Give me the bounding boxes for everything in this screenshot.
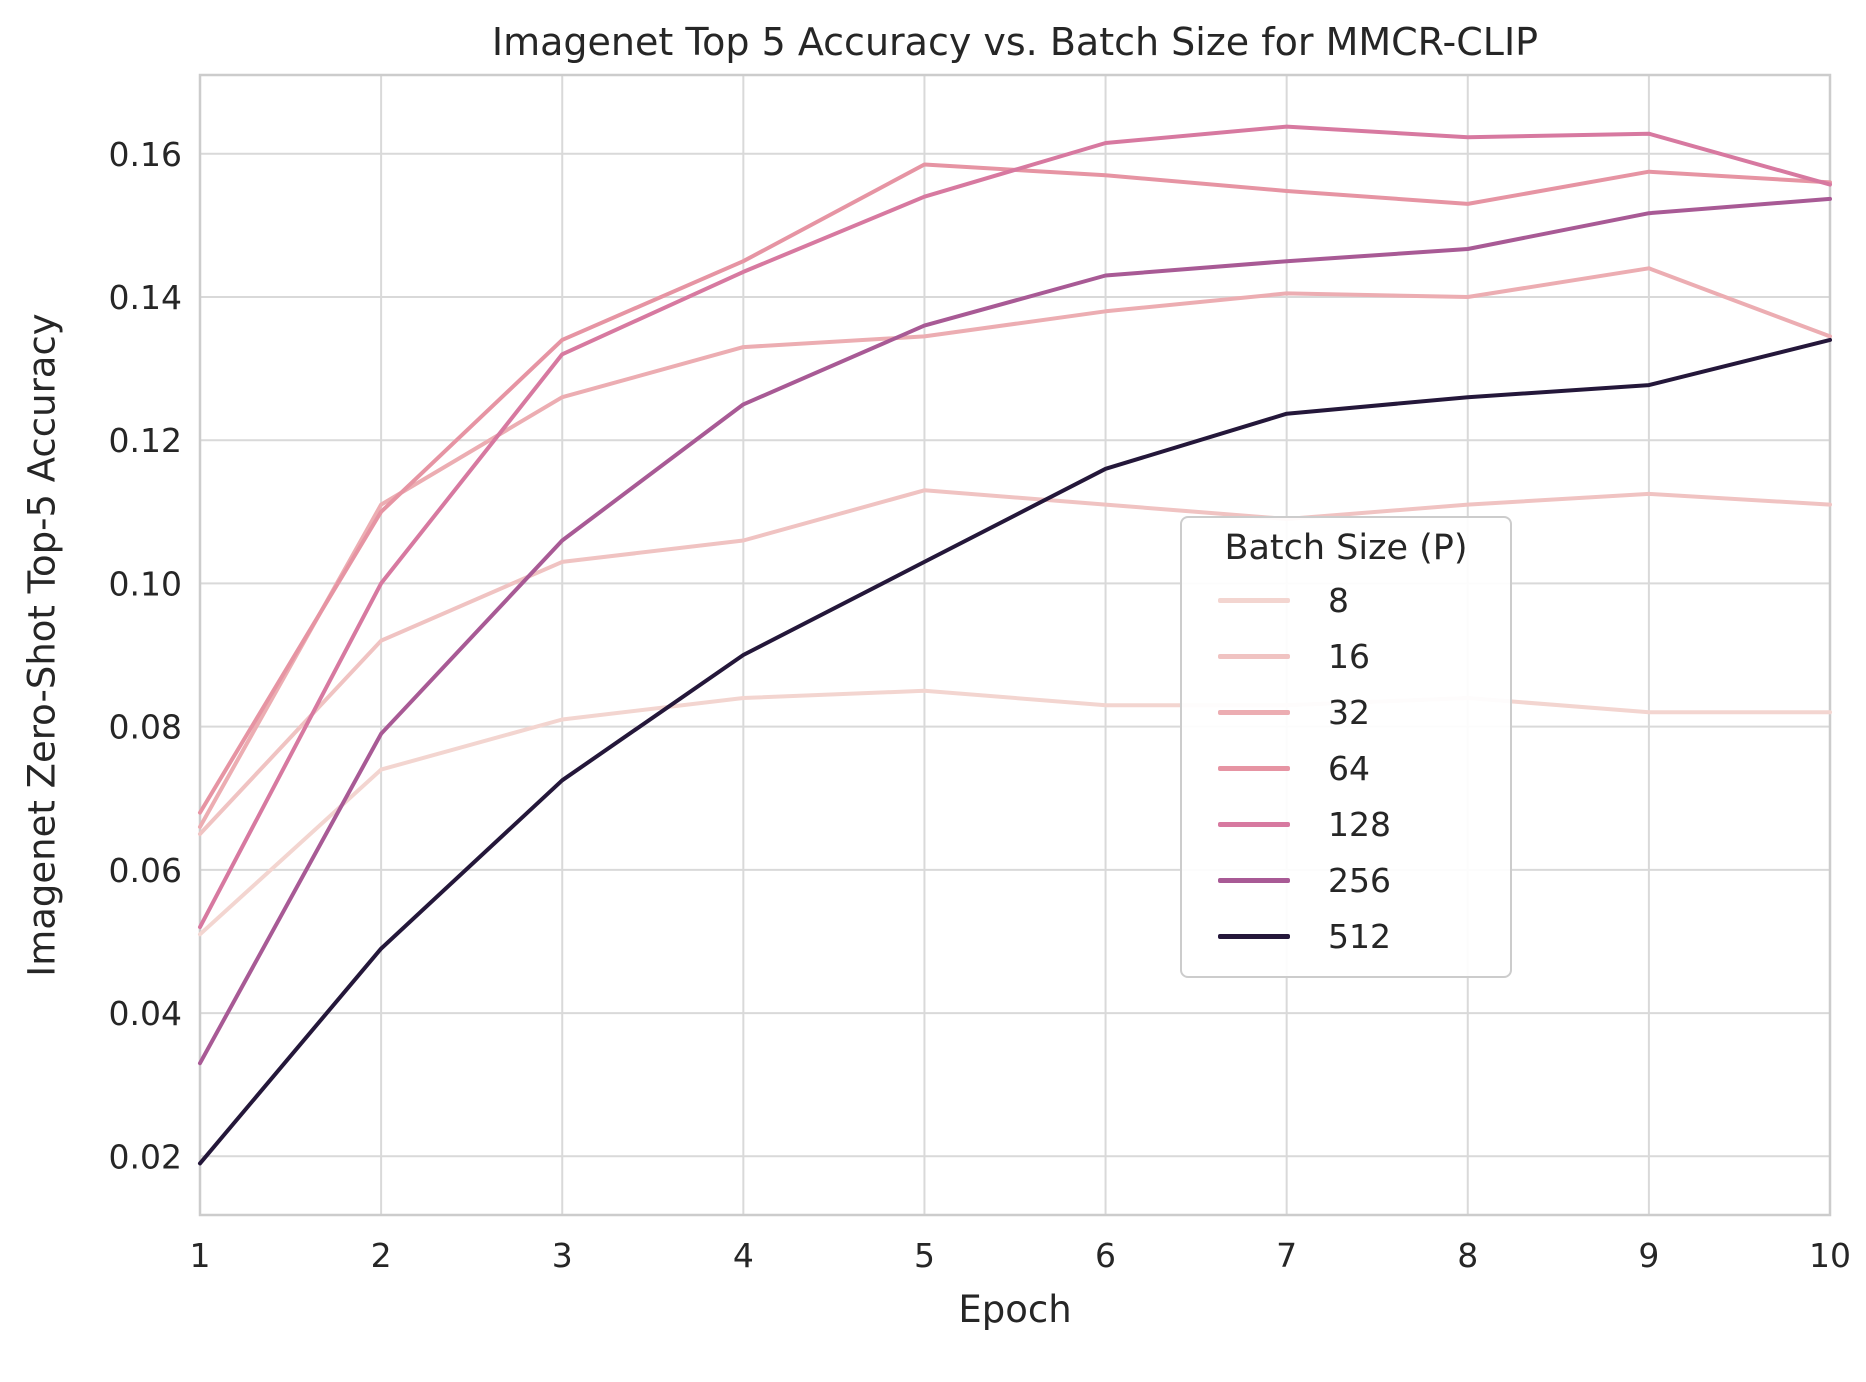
x-tick-label: 6 [1095,1236,1116,1275]
legend-label: 64 [1328,748,1370,788]
y-tick-label: 0.06 [109,851,182,890]
series-line-256 [198,196,1832,1066]
y-tick-label: 0.02 [109,1137,182,1176]
series-line-128 [198,124,1832,930]
y-tick-label: 0.04 [109,994,182,1033]
legend-swatch-8 [1218,597,1290,603]
x-axis-label: Epoch [958,1288,1072,1331]
legend-items: 8 16 32 64 128 256 512 [1182,572,1510,964]
legend-item-8: 8 [1182,572,1510,628]
x-tick-label: 10 [1809,1236,1851,1275]
x-tick-label: 4 [733,1236,754,1275]
series-line-16 [198,488,1832,836]
legend-swatch-256 [1218,877,1290,883]
series-line-32 [198,266,1832,829]
legend-label: 8 [1328,580,1349,620]
y-tick-label: 0.10 [109,564,182,603]
legend-item-16: 16 [1182,628,1510,684]
legend-label: 512 [1328,916,1391,956]
legend-swatch-64 [1218,765,1290,771]
legend-label: 32 [1328,692,1370,732]
legend-swatch-512 [1218,933,1290,939]
x-tick-label: 2 [371,1236,392,1275]
x-tick-label: 7 [1276,1236,1297,1275]
legend-title: Batch Size (P) [1224,528,1468,568]
x-tick-label: 9 [1638,1236,1659,1275]
chart-title: Imagenet Top 5 Accuracy vs. Batch Size f… [491,20,1539,64]
legend-swatch-32 [1218,709,1290,715]
legend-swatch-128 [1218,821,1290,827]
series-line-8 [198,688,1832,937]
legend-label: 16 [1328,636,1370,676]
legend-item-64: 64 [1182,740,1510,796]
plot-background [200,75,1830,1215]
plot-frame [198,73,1832,1217]
y-tick-label: 0.12 [109,421,182,460]
y-tick-label: 0.14 [109,278,182,317]
legend-item-512: 512 [1182,908,1510,964]
y-tick-label: 0.16 [109,135,182,174]
x-tick-label: 1 [190,1236,211,1275]
legend: Batch Size (P) 8 16 32 64 128 256 512 [1180,516,1512,978]
x-tick-label: 5 [914,1236,935,1275]
legend-item-32: 32 [1182,684,1510,740]
x-tick-label: 8 [1457,1236,1478,1275]
y-axis-label: Imagenet Zero-Shot Top-5 Accuracy [20,313,64,977]
y-tick-label: 0.08 [109,708,182,747]
legend-item-256: 256 [1182,852,1510,908]
legend-item-128: 128 [1182,796,1510,852]
legend-label: 256 [1328,860,1391,900]
series-line-512 [198,337,1832,1166]
x-tick-label: 3 [552,1236,573,1275]
legend-label: 128 [1328,804,1391,844]
legend-swatch-16 [1218,653,1290,659]
